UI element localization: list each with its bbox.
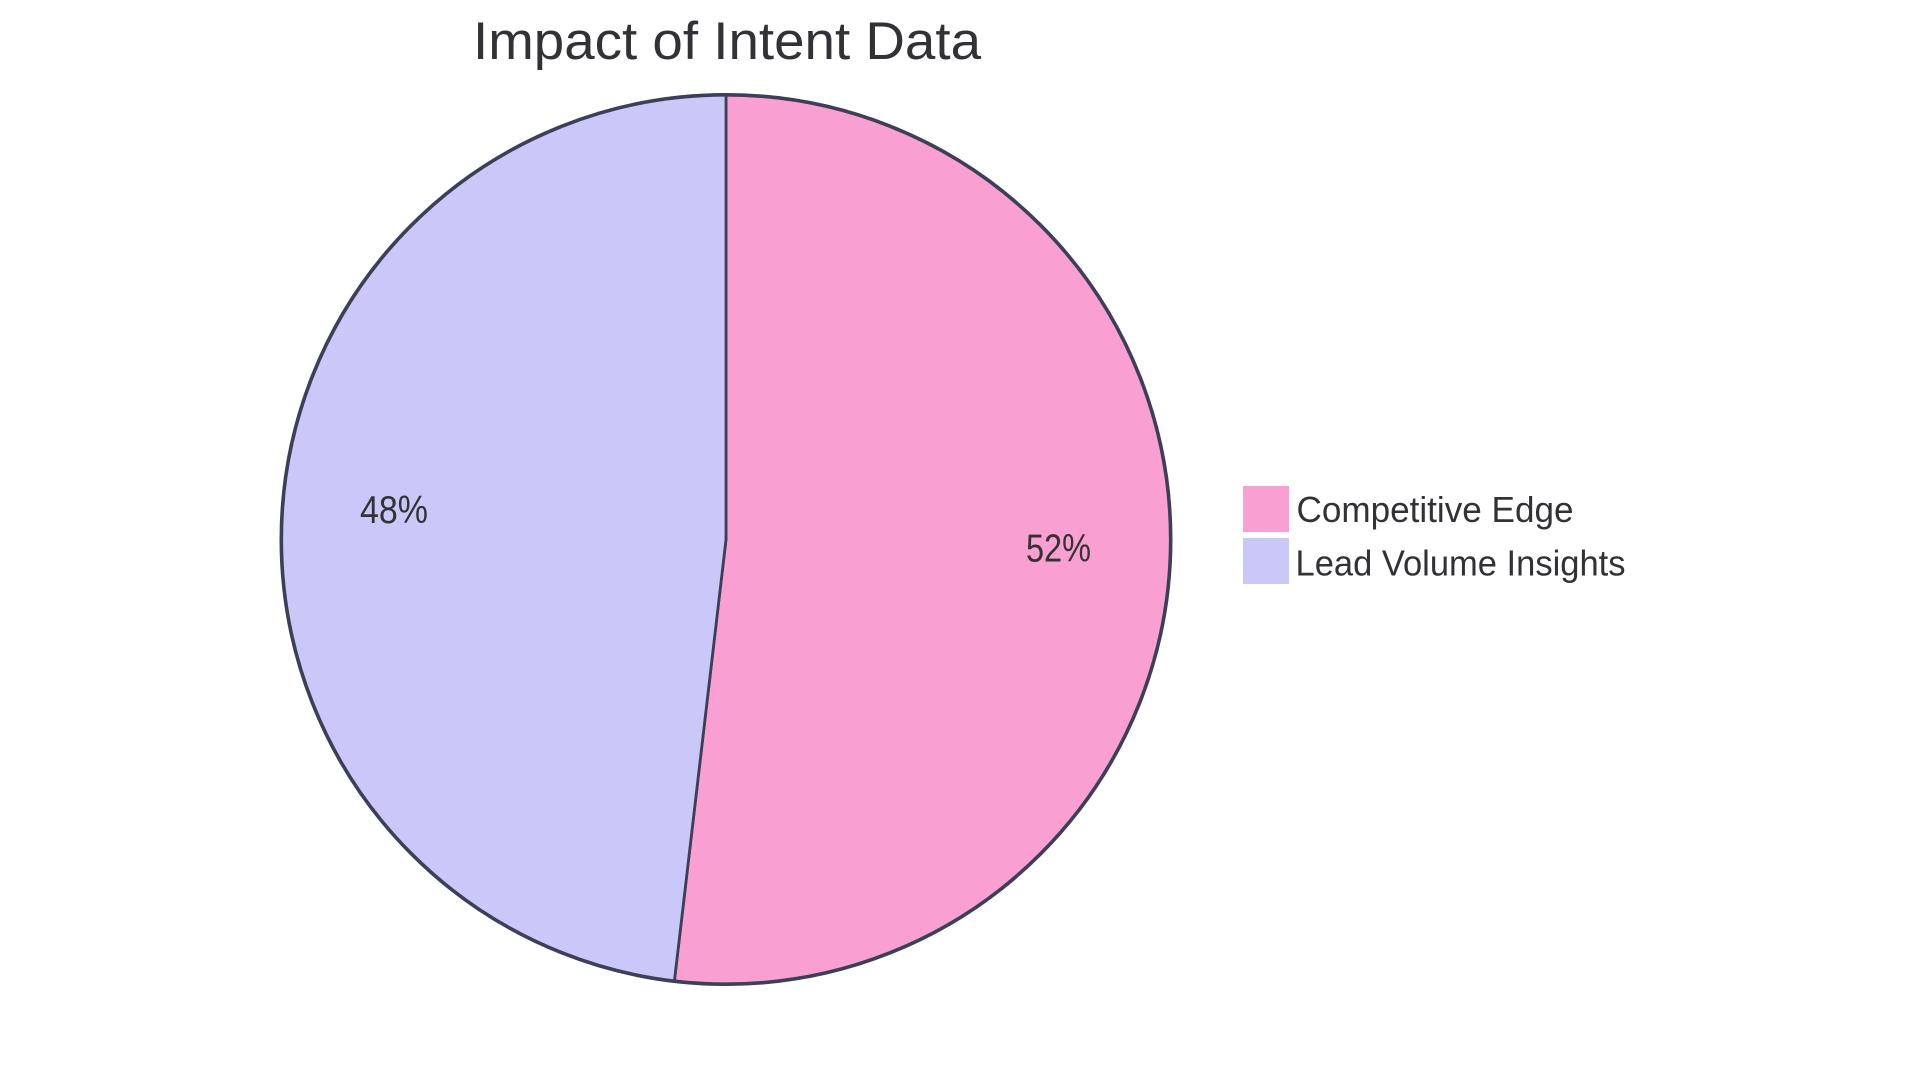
svg-text:Impact of Intent Data: Impact of Intent Data [473, 12, 982, 71]
svg-text:52%: 52% [1026, 528, 1091, 571]
svg-text:48%: 48% [360, 489, 428, 532]
svg-text:Lead Volume Insights: Lead Volume Insights [1296, 543, 1626, 584]
svg-text:Competitive Edge: Competitive Edge [1297, 489, 1574, 530]
